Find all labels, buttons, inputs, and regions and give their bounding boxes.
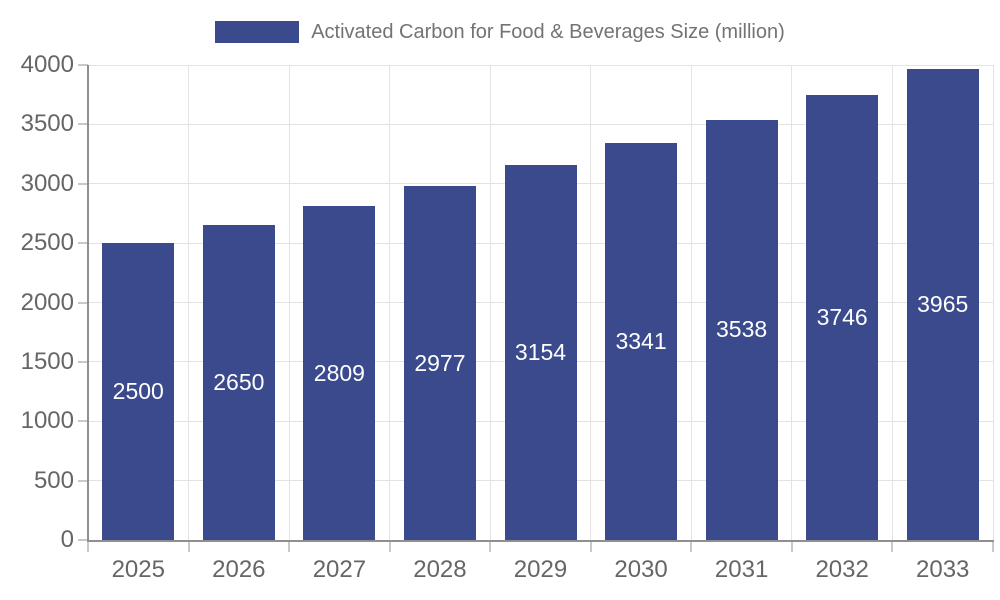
- x-axis-label: 2028: [413, 556, 467, 583]
- y-axis-label: 4000: [20, 51, 74, 78]
- bar: 2977: [403, 186, 476, 540]
- y-axis-tick: [78, 539, 88, 541]
- x-gridline: [891, 65, 893, 540]
- y-axis-label: 2000: [20, 288, 74, 316]
- y-axis-label: 1000: [20, 407, 74, 435]
- x-axis-tick: [992, 542, 994, 552]
- y-axis-tick: [78, 182, 88, 185]
- y-axis-label: 1500: [20, 347, 74, 375]
- bar: 3746: [806, 95, 879, 540]
- x-axis-tick: [489, 542, 492, 552]
- bar-value-label: 3538: [716, 316, 768, 343]
- x-axis-label: 2032: [815, 556, 869, 583]
- legend-swatch: [215, 21, 300, 43]
- x-axis-label: 2026: [212, 556, 266, 583]
- y-gridline: [88, 123, 993, 125]
- bar-value-label: 3154: [514, 339, 567, 366]
- y-axis-tick: [78, 360, 88, 363]
- y-axis-label: 500: [33, 466, 74, 494]
- x-axis-label: 2025: [111, 556, 165, 583]
- x-gridline: [389, 65, 391, 540]
- x-gridline: [690, 65, 692, 540]
- x-gridline: [188, 65, 190, 540]
- bar: 3341: [605, 143, 678, 540]
- x-axis-tick: [589, 542, 592, 552]
- y-axis-label: 3500: [20, 110, 74, 138]
- y-axis-tick: [78, 301, 88, 304]
- bar-value-label: 2977: [414, 349, 466, 376]
- x-axis-tick: [87, 542, 89, 552]
- x-gridline: [791, 65, 793, 540]
- bar: 2650: [202, 225, 275, 540]
- bar-value-label: 3965: [917, 291, 969, 318]
- y-axis-tick: [78, 479, 88, 482]
- x-axis-label: 2027: [312, 556, 367, 583]
- bar: 2500: [102, 243, 175, 540]
- y-axis-tick: [78, 64, 88, 66]
- x-axis-tick: [288, 542, 291, 552]
- x-axis-tick: [891, 542, 894, 552]
- x-axis-label: 2029: [513, 556, 568, 583]
- x-axis-line: [87, 540, 994, 542]
- y-axis-tick: [78, 420, 88, 423]
- bar: 2809: [303, 206, 376, 540]
- x-gridline: [489, 65, 491, 540]
- bar: 3154: [504, 165, 577, 540]
- bar-value-label: 2650: [213, 369, 265, 396]
- x-gridline: [992, 65, 994, 540]
- bar-value-label: 2500: [112, 378, 164, 405]
- y-axis-tick: [78, 242, 88, 245]
- x-gridline: [288, 65, 290, 540]
- x-axis-tick: [790, 542, 793, 552]
- x-axis-label: 2030: [614, 556, 668, 583]
- bar: 3965: [906, 69, 979, 540]
- x-axis-tick: [690, 542, 693, 552]
- y-axis-tick: [78, 123, 88, 126]
- x-axis-label: 2033: [916, 556, 970, 583]
- bar-value-label: 3341: [615, 328, 667, 355]
- bar-value-label: 3746: [816, 304, 868, 331]
- x-gridline: [590, 65, 592, 540]
- y-axis-label: 2500: [20, 229, 74, 257]
- y-axis-line: [87, 65, 89, 542]
- legend-label: Activated Carbon for Food & Beverages Si…: [311, 21, 785, 43]
- x-axis-tick: [187, 542, 190, 552]
- y-gridline: [88, 64, 993, 66]
- y-axis-label: 0: [60, 526, 74, 553]
- x-axis-label: 2031: [714, 556, 769, 583]
- bar-value-label: 2809: [313, 359, 365, 386]
- x-axis-tick: [388, 542, 391, 552]
- bar: 3538: [705, 119, 778, 540]
- legend-item[interactable]: Activated Carbon for Food & Beverages Si…: [0, 20, 1000, 44]
- y-axis-label: 3000: [20, 169, 74, 197]
